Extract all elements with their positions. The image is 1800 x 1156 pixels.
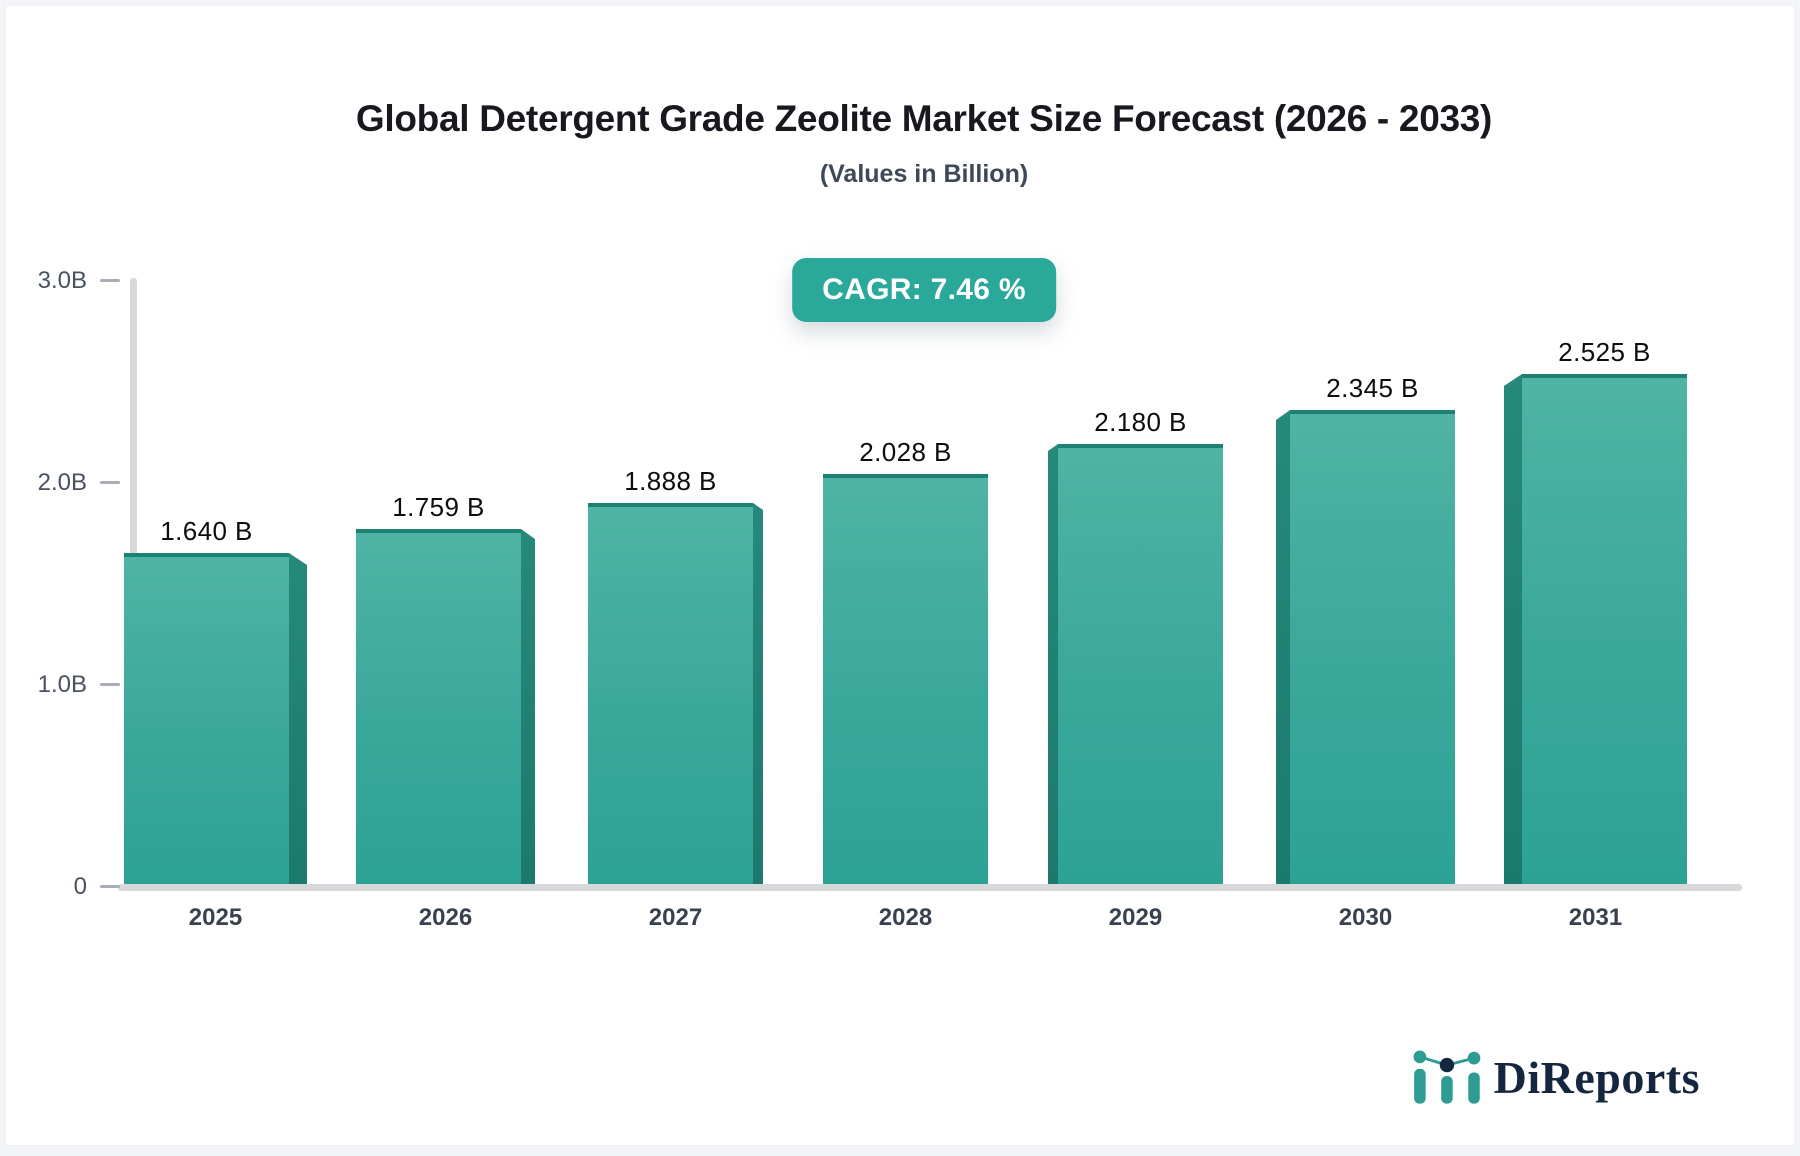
bar-group-2029: 2.180 B 2029 [1048,407,1223,931]
bar-side-face-2029 [1048,444,1058,884]
bar-2029: 2.180 B [1058,407,1223,884]
bar-value-label-2029: 2.180 B [1094,407,1187,437]
y-tick-mark [100,481,120,484]
x-label-2026: 2026 [418,904,473,931]
bar-value-label-2025: 1.640 B [160,516,253,546]
bar-side-face-2031 [1504,374,1522,884]
bar-2027: 1.888 B [588,466,753,884]
cagr-badge: CAGR: 7.46 % [792,258,1056,322]
x-label-2029: 2029 [1108,904,1163,931]
bar-group-2025: 1.640 B 2025 [124,516,307,931]
bar-group-2028: 2.028 B 2028 [823,437,988,931]
bar-side-face-2025 [289,553,307,884]
bar-value-label-2026: 1.759 B [392,492,485,522]
y-tick-mark [100,683,120,686]
x-axis-line [118,884,1742,891]
bar-2030: 2.345 B [1290,373,1455,884]
page-subtitle: (Values in Billion) [819,160,1029,188]
bar-2031: 2.525 B [1522,337,1687,884]
y-tick-label-2.0B: 2.0B [37,469,87,496]
bar-value-label-2030: 2.345 B [1326,373,1419,403]
bar-2028: 2.028 B [823,437,988,884]
bar-side-face-2030 [1276,410,1290,884]
x-label-2027: 2027 [648,904,703,931]
page-title: Global Detergent Grade Zeolite Market Si… [355,98,1493,139]
bar-2026: 1.759 B [356,492,521,884]
y-tick-label-1.0B: 1.0B [37,671,87,698]
x-label-2031: 2031 [1568,904,1623,931]
bar-side-face-2026 [521,529,535,884]
y-tick-mark [100,885,120,888]
bar-group-2031: 2.525 B 2031 [1504,337,1687,931]
brand-name: DiReports [1493,1051,1700,1103]
bar-group-2027: 1.888 B 2027 [588,466,763,931]
x-label-2025: 2025 [188,904,243,931]
y-tick-label-0: 0 [73,873,87,900]
bar-2025: 1.640 B [124,516,289,884]
bar-value-label-2031: 2.525 B [1558,337,1651,367]
y-tick-label-3.0B: 3.0B [37,267,87,294]
x-label-2028: 2028 [878,904,933,931]
bar-side-face-2027 [753,503,763,884]
bar-chart-trend-icon [1413,1050,1481,1104]
brand-logo: DiReports [1408,1046,1700,1108]
bar-group-2030: 2.345 B 2030 [1276,373,1455,931]
x-label-2030: 2030 [1338,904,1393,931]
y-tick-mark [100,279,120,282]
bar-value-label-2027: 1.888 B [624,466,717,496]
bar-group-2026: 1.759 B 2026 [356,492,535,931]
bar-value-label-2028: 2.028 B [859,437,952,467]
